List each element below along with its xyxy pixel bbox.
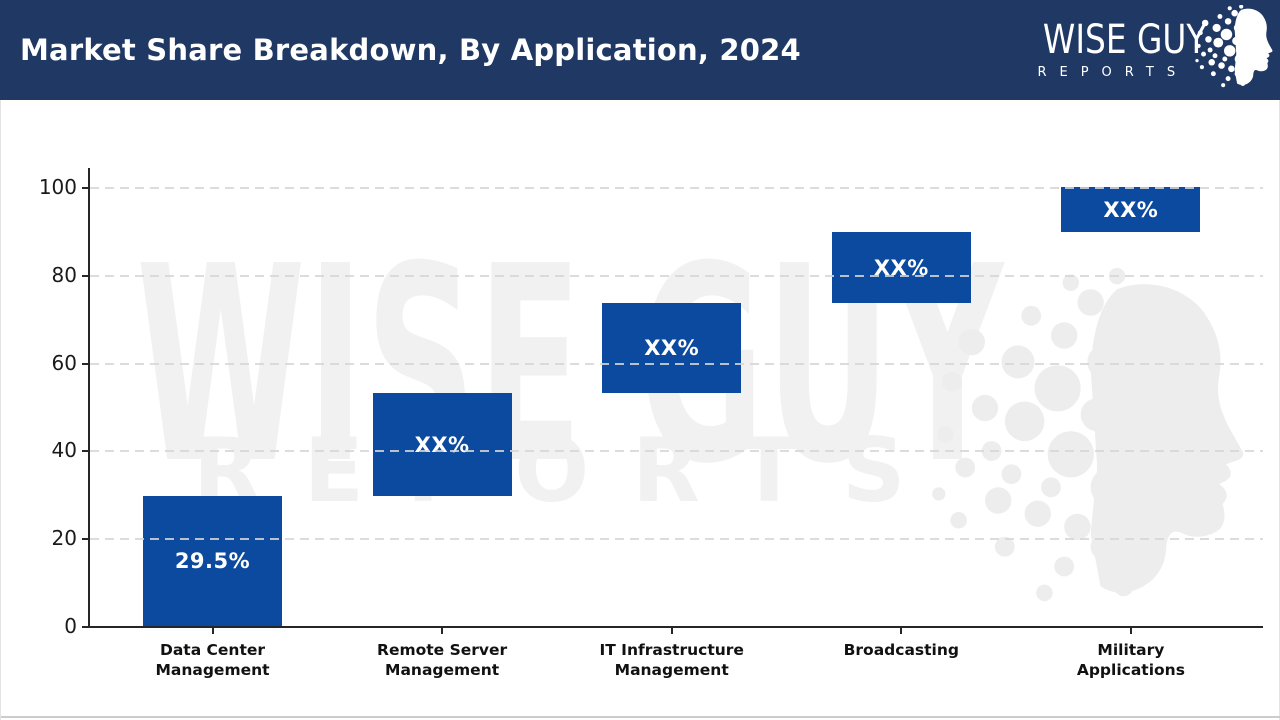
y-tick-label: 0 bbox=[64, 614, 77, 638]
gridline-y40 bbox=[90, 450, 1263, 453]
bar-3 bbox=[602, 303, 742, 394]
y-tick-mark bbox=[82, 187, 89, 189]
y-tick-mark bbox=[82, 626, 89, 628]
y-tick-label: 80 bbox=[51, 262, 77, 287]
chart-title: Market Share Breakdown, By Application, … bbox=[20, 33, 801, 67]
dot-head-logo-icon bbox=[1192, 5, 1274, 95]
x-axis-label: Military Applications bbox=[1076, 641, 1185, 679]
x-tick-mark bbox=[441, 628, 444, 634]
gridline-y20 bbox=[90, 538, 1263, 541]
x-tick-mark bbox=[1129, 628, 1132, 634]
y-tick-mark bbox=[82, 450, 89, 453]
bar-value-label: XX% bbox=[644, 336, 700, 361]
x-tick-mark bbox=[900, 628, 903, 634]
logo-subtext: REPORTS bbox=[1037, 65, 1189, 80]
bottom-divider bbox=[1, 716, 1280, 718]
bar-value-label: XX% bbox=[414, 432, 470, 457]
bar-1 bbox=[143, 496, 282, 626]
x-tick-mark bbox=[211, 628, 214, 634]
bar-4 bbox=[831, 232, 971, 304]
wise-guy-reports-logo: WISE GUY REPORTS bbox=[1030, 0, 1280, 100]
bar-value-label: XX% bbox=[1103, 197, 1159, 222]
x-axis-label: Remote Server Management bbox=[377, 641, 508, 679]
y-tick-mark bbox=[82, 274, 89, 277]
bar-value-label: XX% bbox=[873, 255, 929, 280]
y-tick-label: 60 bbox=[51, 350, 77, 375]
header-bar: Market Share Breakdown, By Application, … bbox=[0, 0, 1280, 100]
x-axis-label: Broadcasting bbox=[843, 641, 959, 659]
x-tick-mark bbox=[670, 628, 673, 634]
logo-wordmark: WISE GUY bbox=[1042, 17, 1206, 63]
watermark-subtext: REPORTS bbox=[193, 419, 949, 522]
y-tick-label: 100 bbox=[38, 175, 77, 199]
x-axis-label: Data Center Management bbox=[155, 641, 270, 679]
plot-area: WISE GUY REPORTS 0 20 40 60 80 100 29.5% Data C… bbox=[0, 100, 1280, 720]
bar-2 bbox=[372, 393, 512, 497]
x-axis-line bbox=[88, 626, 1263, 628]
y-tick-label: 20 bbox=[51, 526, 77, 551]
y-tick-mark bbox=[82, 362, 89, 365]
y-axis-line bbox=[88, 168, 90, 628]
y-tick-mark bbox=[82, 538, 89, 541]
gridline-y80 bbox=[90, 274, 1263, 277]
gridline-y60 bbox=[90, 362, 1263, 365]
y-tick-label: 40 bbox=[51, 438, 77, 463]
x-axis-label: IT Infrastructure Management bbox=[599, 641, 744, 679]
gridline-y100 bbox=[90, 187, 1263, 189]
bar-5 bbox=[1061, 187, 1201, 233]
logo-text: WISE GUY REPORTS bbox=[1007, 20, 1206, 80]
bar-value-label: 29.5% bbox=[174, 549, 251, 574]
